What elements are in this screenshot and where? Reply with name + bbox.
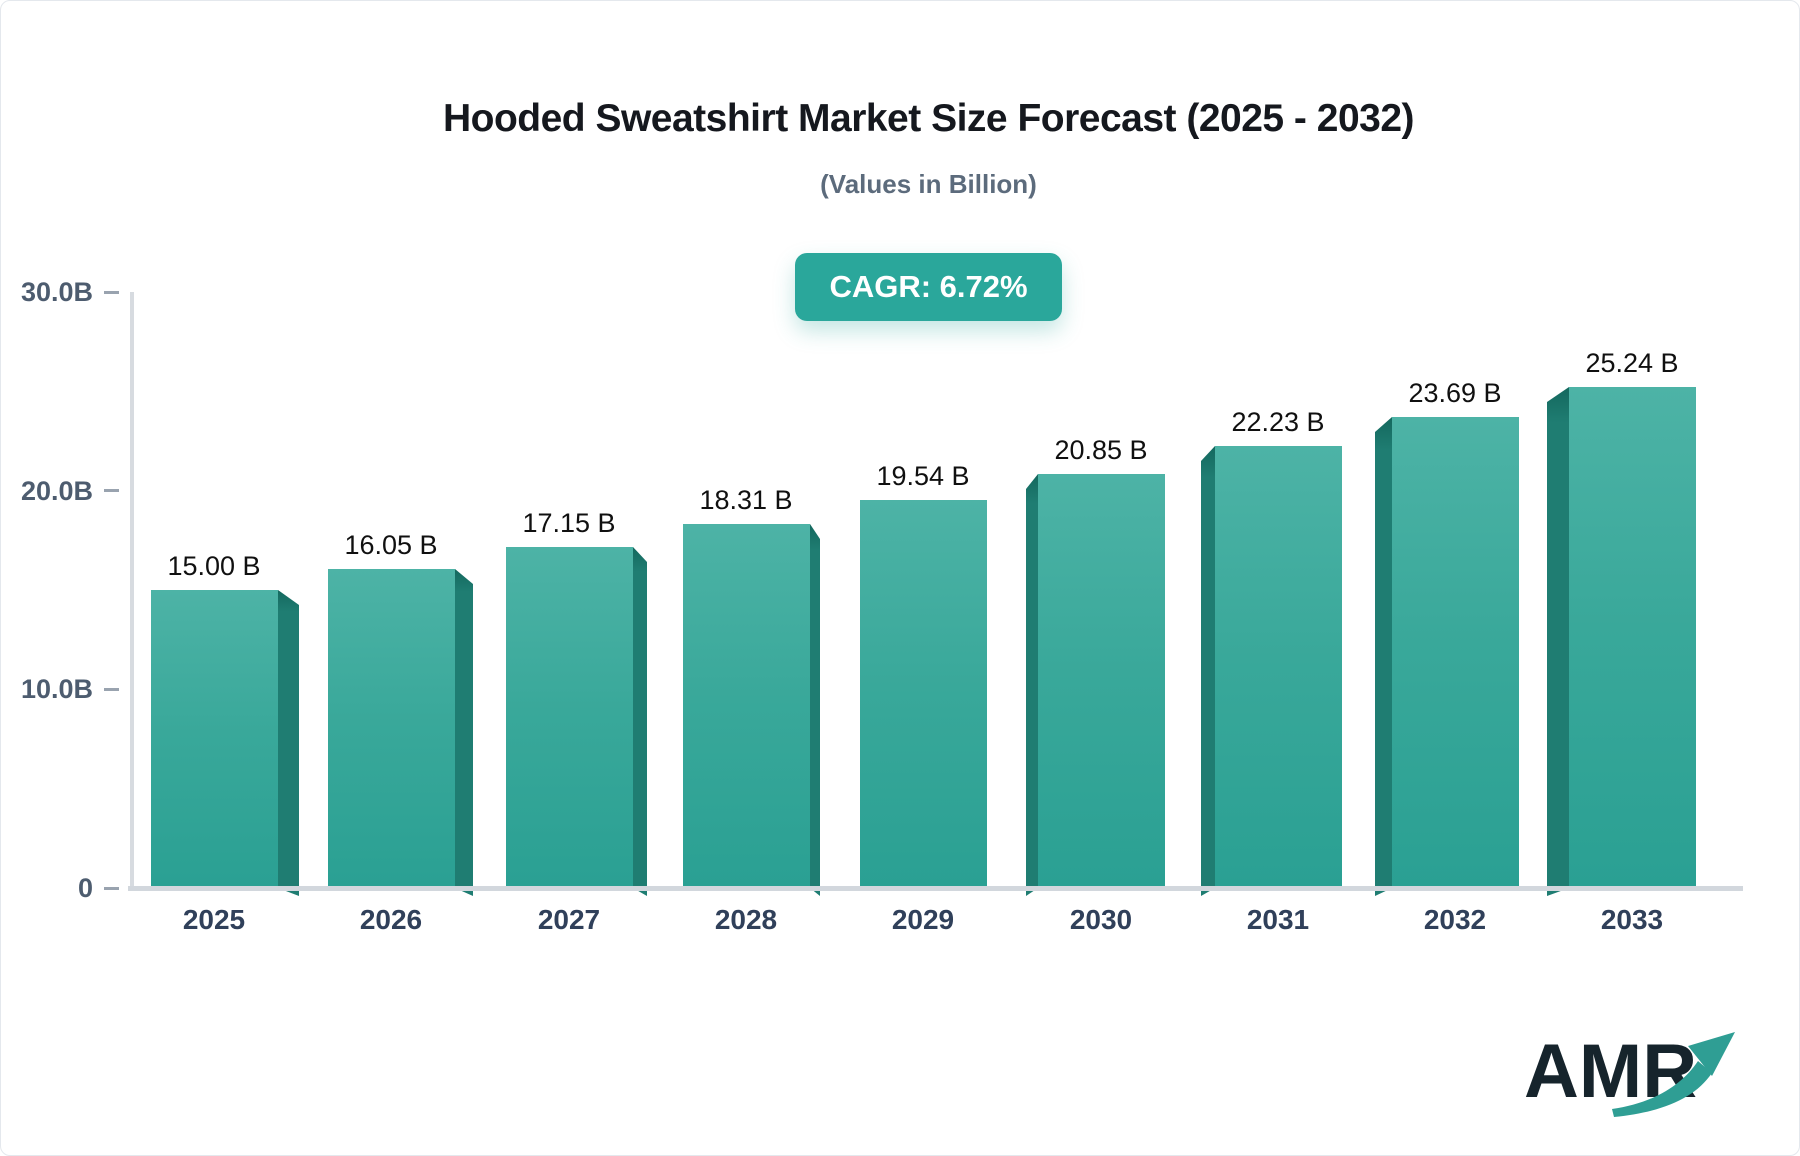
chart-subtitle: (Values in Billion) [820,169,1037,199]
y-axis-tick-label: 0 [77,873,93,903]
bar-side-face-2026 [455,569,473,896]
chart-title: Hooded Sweatshirt Market Size Forecast (… [442,97,1415,140]
y-axis-line [130,292,134,889]
x-axis-label-2032: 2032 [1423,904,1487,935]
x-axis-label-2033: 2033 [1600,904,1664,935]
y-axis-tick-label: 20.0B [20,475,93,506]
bar-value-label: 15.00 B [167,551,261,581]
bar-value-label: 22.23 B [1231,407,1325,437]
bar-side-face-2027 [633,547,647,896]
x-axis-label-2029: 2029 [891,904,955,935]
bar-side-face-2028 [810,524,820,896]
growth-arrow-icon [1612,1032,1735,1117]
y-axis-tick-mark [104,290,119,294]
x-axis-label-2030: 2030 [1069,904,1133,935]
bar-2030[interactable] [1038,474,1165,888]
bar-2027[interactable] [506,547,633,888]
x-axis-label-2027: 2027 [537,904,601,935]
bar-2029[interactable] [860,500,987,888]
y-axis-tick-label: 30.0B [20,277,93,307]
x-axis-label-2031: 2031 [1246,904,1310,935]
bar-value-label: 20.85 B [1054,435,1148,465]
y-axis-tick-mark [104,886,119,890]
bar-2025[interactable] [151,590,278,888]
bar-2028[interactable] [683,524,810,888]
x-axis-label-2028: 2028 [714,904,778,935]
x-axis-baseline [128,886,1743,891]
amr-logo: AMR [1524,1029,1735,1117]
bar-value-label: 18.31 B [699,485,793,515]
y-axis-tick-label: 10.0B [20,674,93,705]
bar-value-label: 19.54 B [876,461,970,491]
y-axis-tick-mark [104,489,119,493]
cagr-badge: CAGR: 6.72% [795,253,1062,321]
y-axis-tick-mark [104,687,119,691]
bar-2031[interactable] [1215,446,1342,888]
bar-side-face-2025 [278,590,299,896]
bar-value-label: 25.24 B [1585,348,1679,378]
bar-2026[interactable] [328,569,455,888]
x-axis-label-2025: 2025 [182,904,246,935]
bar-side-face-2030 [1026,474,1038,896]
bar-value-label: 23.69 B [1408,378,1502,408]
bar-side-face-2033 [1547,387,1569,896]
cagr-badge-wrap: CAGR: 6.72% [131,253,1726,321]
bar-2032[interactable] [1392,417,1519,888]
bar-value-label: 17.15 B [522,508,616,538]
bar-side-face-2031 [1201,446,1215,896]
x-axis-label-2026: 2026 [359,904,423,935]
bar-side-face-2032 [1375,417,1392,896]
bar-value-label: 16.05 B [344,530,438,560]
bar-2033[interactable] [1569,387,1696,888]
